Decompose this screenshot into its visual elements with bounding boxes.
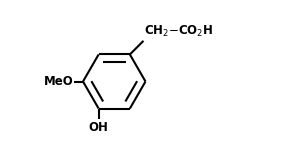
Text: OH: OH: [89, 121, 109, 133]
Text: MeO: MeO: [44, 75, 73, 88]
Text: CH$_2$$-$CO$_2$H: CH$_2$$-$CO$_2$H: [144, 24, 213, 39]
